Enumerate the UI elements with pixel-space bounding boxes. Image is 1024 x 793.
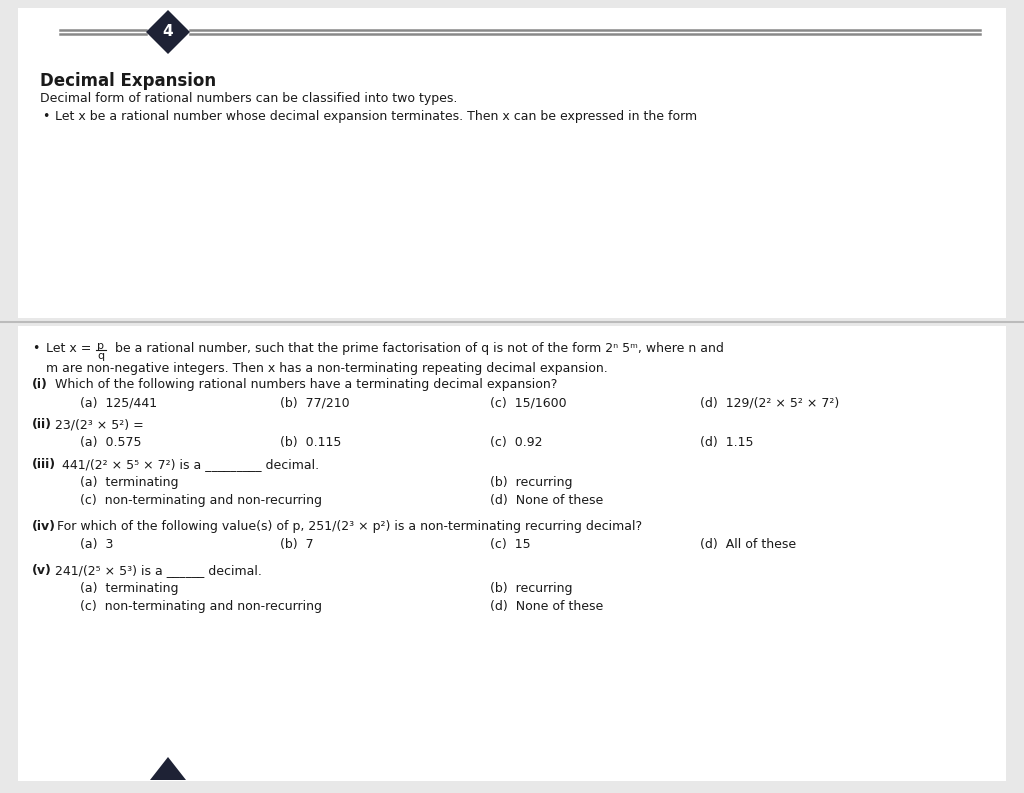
- Text: (i): (i): [32, 378, 48, 391]
- Text: (iv): (iv): [32, 520, 56, 533]
- Text: (a)  terminating: (a) terminating: [80, 476, 178, 489]
- Text: (iii): (iii): [32, 458, 56, 471]
- Bar: [18, 8, 1006, 318]
- Text: (a)  terminating: (a) terminating: [80, 582, 178, 595]
- Text: (v): (v): [32, 564, 52, 577]
- Text: Decimal form of rational numbers can be classified into two types.: Decimal form of rational numbers can be …: [40, 92, 458, 105]
- Text: Decimal Expansion: Decimal Expansion: [40, 72, 216, 90]
- Text: •: •: [42, 110, 49, 123]
- Text: (b)  recurring: (b) recurring: [490, 582, 572, 595]
- Text: p: p: [97, 341, 104, 351]
- Text: be a rational number, such that the prime factorisation of q is not of the form : be a rational number, such that the prim…: [111, 342, 724, 355]
- Text: Let x =: Let x =: [46, 342, 91, 355]
- Text: (b)  0.115: (b) 0.115: [280, 436, 341, 449]
- Text: (b)  77/210: (b) 77/210: [280, 396, 349, 409]
- Text: (a)  3: (a) 3: [80, 538, 114, 551]
- Text: (ii): (ii): [32, 418, 52, 431]
- Text: (a)  0.575: (a) 0.575: [80, 436, 141, 449]
- Text: (d)  1.15: (d) 1.15: [700, 436, 754, 449]
- Text: 23/(2³ × 5²) =: 23/(2³ × 5²) =: [55, 418, 143, 431]
- Text: Which of the following rational numbers have a terminating decimal expansion?: Which of the following rational numbers …: [55, 378, 557, 391]
- Text: 4: 4: [163, 25, 173, 40]
- Text: (c)  0.92: (c) 0.92: [490, 436, 543, 449]
- Bar: [18, 326, 1006, 781]
- Text: (c)  15/1600: (c) 15/1600: [490, 396, 566, 409]
- Polygon shape: [150, 757, 186, 780]
- Text: (b)  7: (b) 7: [280, 538, 313, 551]
- Text: (c)  non-terminating and non-recurring: (c) non-terminating and non-recurring: [80, 494, 322, 507]
- Text: (d)  129/(2² × 5² × 7²): (d) 129/(2² × 5² × 7²): [700, 396, 840, 409]
- Text: (a)  125/441: (a) 125/441: [80, 396, 157, 409]
- Text: (d)  None of these: (d) None of these: [490, 494, 603, 507]
- Text: (d)  All of these: (d) All of these: [700, 538, 796, 551]
- Text: (c)  non-terminating and non-recurring: (c) non-terminating and non-recurring: [80, 600, 322, 613]
- Text: Let x be a rational number whose decimal expansion terminates. Then x can be exp: Let x be a rational number whose decimal…: [55, 110, 697, 123]
- Text: (c)  15: (c) 15: [490, 538, 530, 551]
- Text: (b)  recurring: (b) recurring: [490, 476, 572, 489]
- Text: 241/(2⁵ × 5³) is a ______ decimal.: 241/(2⁵ × 5³) is a ______ decimal.: [55, 564, 262, 577]
- Text: For which of the following value(s) of p, 251/(2³ × p²) is a non-terminating rec: For which of the following value(s) of p…: [57, 520, 642, 533]
- Text: 441/(2² × 5⁵ × 7²) is a _________ decimal.: 441/(2² × 5⁵ × 7²) is a _________ decima…: [62, 458, 319, 471]
- Text: (d)  None of these: (d) None of these: [490, 600, 603, 613]
- Text: •: •: [32, 342, 39, 355]
- Polygon shape: [146, 10, 190, 54]
- Text: q: q: [97, 351, 104, 361]
- Text: m are non-negative integers. Then x has a non-terminating repeating decimal expa: m are non-negative integers. Then x has …: [46, 362, 608, 375]
